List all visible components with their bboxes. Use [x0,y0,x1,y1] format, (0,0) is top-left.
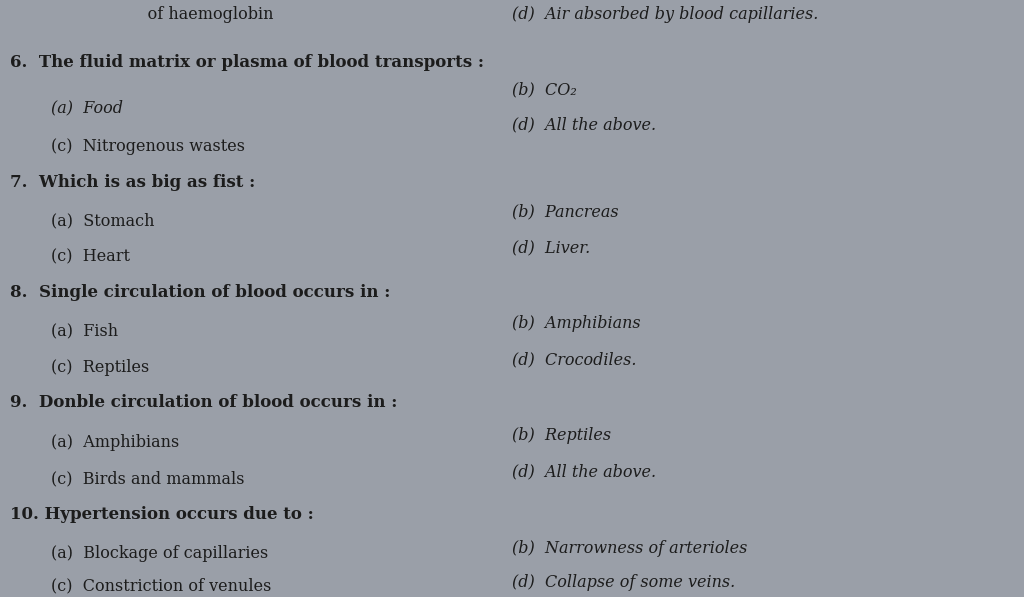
Text: (d)  Collapse of some veins.: (d) Collapse of some veins. [512,574,735,590]
Text: (d)  Liver.: (d) Liver. [512,239,590,256]
Text: 8.  Single circulation of blood occurs in :: 8. Single circulation of blood occurs in… [10,284,390,301]
Text: (d)  Crocodiles.: (d) Crocodiles. [512,351,637,368]
Text: (a)  Amphibians: (a) Amphibians [51,435,179,451]
Text: (a)  Food: (a) Food [51,99,123,116]
Text: (b)  Reptiles: (b) Reptiles [512,427,611,444]
Text: (c)  Nitrogenous wastes: (c) Nitrogenous wastes [51,138,245,155]
Text: (c)  Heart: (c) Heart [51,248,130,265]
Text: (c)  Birds and mammals: (c) Birds and mammals [51,470,245,487]
Text: (c)  Constriction of venules: (c) Constriction of venules [51,578,271,595]
Text: (a)  Fish: (a) Fish [51,323,119,340]
Text: 9.  Donble circulation of blood occurs in :: 9. Donble circulation of blood occurs in… [10,395,397,411]
Text: (b)  CO₂: (b) CO₂ [512,81,577,98]
Text: (d)  All the above.: (d) All the above. [512,463,656,480]
Text: (a)  Stomach: (a) Stomach [51,213,155,229]
Text: (c)  Reptiles: (c) Reptiles [51,359,150,376]
Text: (b)  Narrowness of arterioles: (b) Narrowness of arterioles [512,540,748,556]
Text: (b)  Pancreas: (b) Pancreas [512,204,618,220]
Text: (b)  Amphibians: (b) Amphibians [512,315,641,332]
Text: 10. Hypertension occurs due to :: 10. Hypertension occurs due to : [10,506,314,523]
Text: (a)  Blockage of capillaries: (a) Blockage of capillaries [51,545,268,562]
Text: 6.  The fluid matrix or plasma of blood transports :: 6. The fluid matrix or plasma of blood t… [10,54,484,71]
Text: (d)  Air absorbed by blood capillaries.: (d) Air absorbed by blood capillaries. [512,7,818,23]
Text: (d)  All the above.: (d) All the above. [512,117,656,134]
Text: of haemoglobin: of haemoglobin [10,7,273,23]
Text: 7.  Which is as big as fist :: 7. Which is as big as fist : [10,174,256,190]
